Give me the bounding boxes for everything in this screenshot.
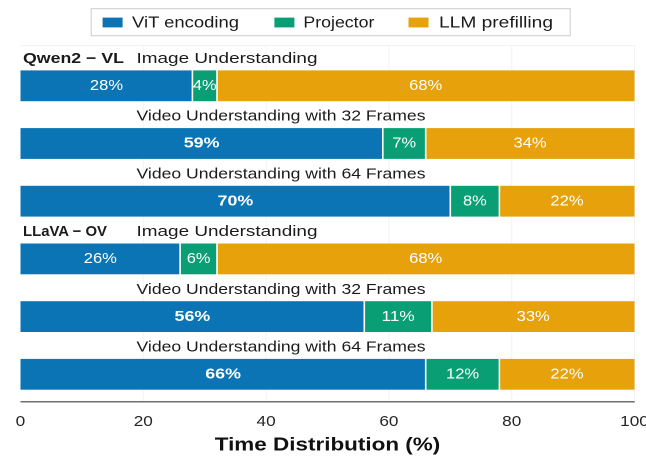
svg-text:22%: 22% [550, 193, 583, 209]
svg-text:11%: 11% [382, 309, 415, 325]
svg-text:0: 0 [16, 413, 26, 430]
svg-text:59%: 59% [184, 136, 220, 152]
svg-text:100: 100 [620, 413, 646, 430]
svg-text:7%: 7% [392, 136, 416, 152]
svg-text:68%: 68% [409, 78, 442, 94]
svg-text:Video Understanding with 64 Fr: Video Understanding with 64 Frames [137, 165, 426, 182]
svg-text:Image Understanding: Image Understanding [137, 50, 318, 67]
svg-text:70%: 70% [218, 193, 254, 209]
svg-text:20: 20 [134, 413, 153, 430]
svg-text:60: 60 [379, 413, 398, 430]
svg-text:68%: 68% [409, 251, 442, 267]
svg-text:Video Understanding with 32 Fr: Video Understanding with 32 Frames [137, 281, 426, 298]
svg-text:4%: 4% [193, 78, 217, 94]
svg-text:56%: 56% [175, 309, 211, 325]
svg-text:LLaVA − OV: LLaVA − OV [23, 223, 107, 240]
svg-text:22%: 22% [550, 367, 583, 383]
svg-text:66%: 66% [205, 367, 241, 383]
svg-text:12%: 12% [446, 367, 479, 383]
svg-text:26%: 26% [84, 251, 117, 267]
svg-text:33%: 33% [517, 309, 550, 325]
svg-text:28%: 28% [90, 78, 123, 94]
svg-text:40: 40 [257, 413, 276, 430]
svg-text:Video Understanding with 64 Fr: Video Understanding with 64 Frames [137, 339, 426, 356]
svg-text:34%: 34% [514, 136, 547, 152]
svg-text:80: 80 [502, 413, 521, 430]
svg-text:Time Distribution (%): Time Distribution (%) [215, 434, 441, 455]
svg-text:Image Understanding: Image Understanding [137, 223, 318, 240]
svg-text:Video Understanding with 32 Fr: Video Understanding with 32 Frames [137, 108, 426, 125]
svg-text:8%: 8% [463, 193, 487, 209]
svg-text:6%: 6% [187, 251, 211, 267]
svg-text:ViT encoding: ViT encoding [132, 15, 239, 32]
svg-text:LLM prefilling: LLM prefilling [439, 15, 553, 32]
svg-text:Projector: Projector [303, 15, 374, 32]
svg-text:Qwen2 − VL: Qwen2 − VL [23, 50, 124, 67]
